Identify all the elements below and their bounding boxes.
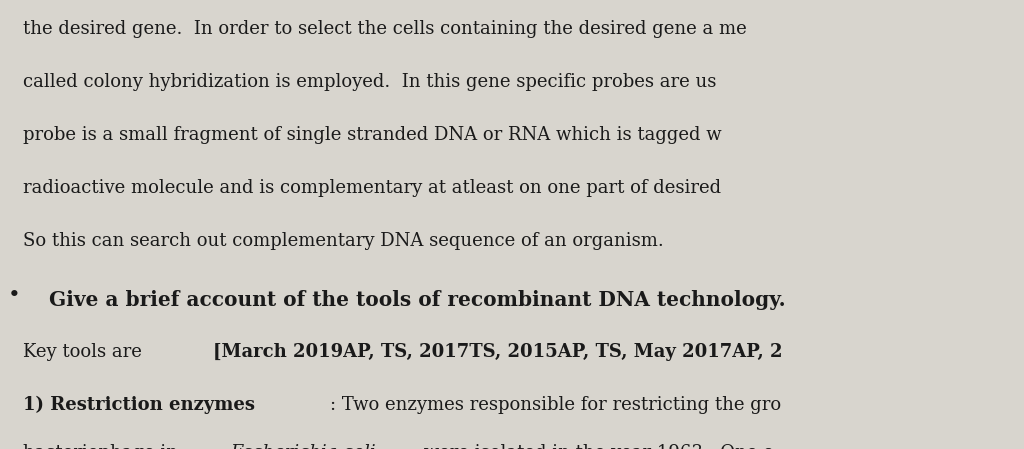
Text: bacteriophage in: bacteriophage in: [23, 444, 183, 449]
Text: were isolated in the year 1963.  One e: were isolated in the year 1963. One e: [418, 444, 773, 449]
Text: 1) Restriction enzymes: 1) Restriction enzymes: [23, 396, 261, 414]
Text: radioactive molecule and is complementary at atleast on one part of desired: radioactive molecule and is complementar…: [23, 179, 721, 197]
Text: [March 2019AP, TS, 2017TS, 2015AP, TS, May 2017AP, 2: [March 2019AP, TS, 2017TS, 2015AP, TS, M…: [213, 343, 782, 361]
Text: Give a brief account of the tools of recombinant DNA technology.: Give a brief account of the tools of rec…: [49, 290, 785, 310]
Text: So this can search out complementary DNA sequence of an organism.: So this can search out complementary DNA…: [23, 232, 664, 250]
Text: the desired gene.  In order to select the cells containing the desired gene a me: the desired gene. In order to select the…: [23, 20, 746, 38]
Text: Key tools are: Key tools are: [23, 343, 170, 361]
Text: Escherichia coli: Escherichia coli: [230, 444, 376, 449]
Text: probe is a small fragment of single stranded DNA or RNA which is tagged w: probe is a small fragment of single stra…: [23, 126, 721, 144]
Text: called colony hybridization is employed.  In this gene specific probes are us: called colony hybridization is employed.…: [23, 73, 716, 91]
Text: •: •: [8, 285, 20, 305]
Text: : Two enzymes responsible for restricting the gro: : Two enzymes responsible for restrictin…: [330, 396, 781, 414]
